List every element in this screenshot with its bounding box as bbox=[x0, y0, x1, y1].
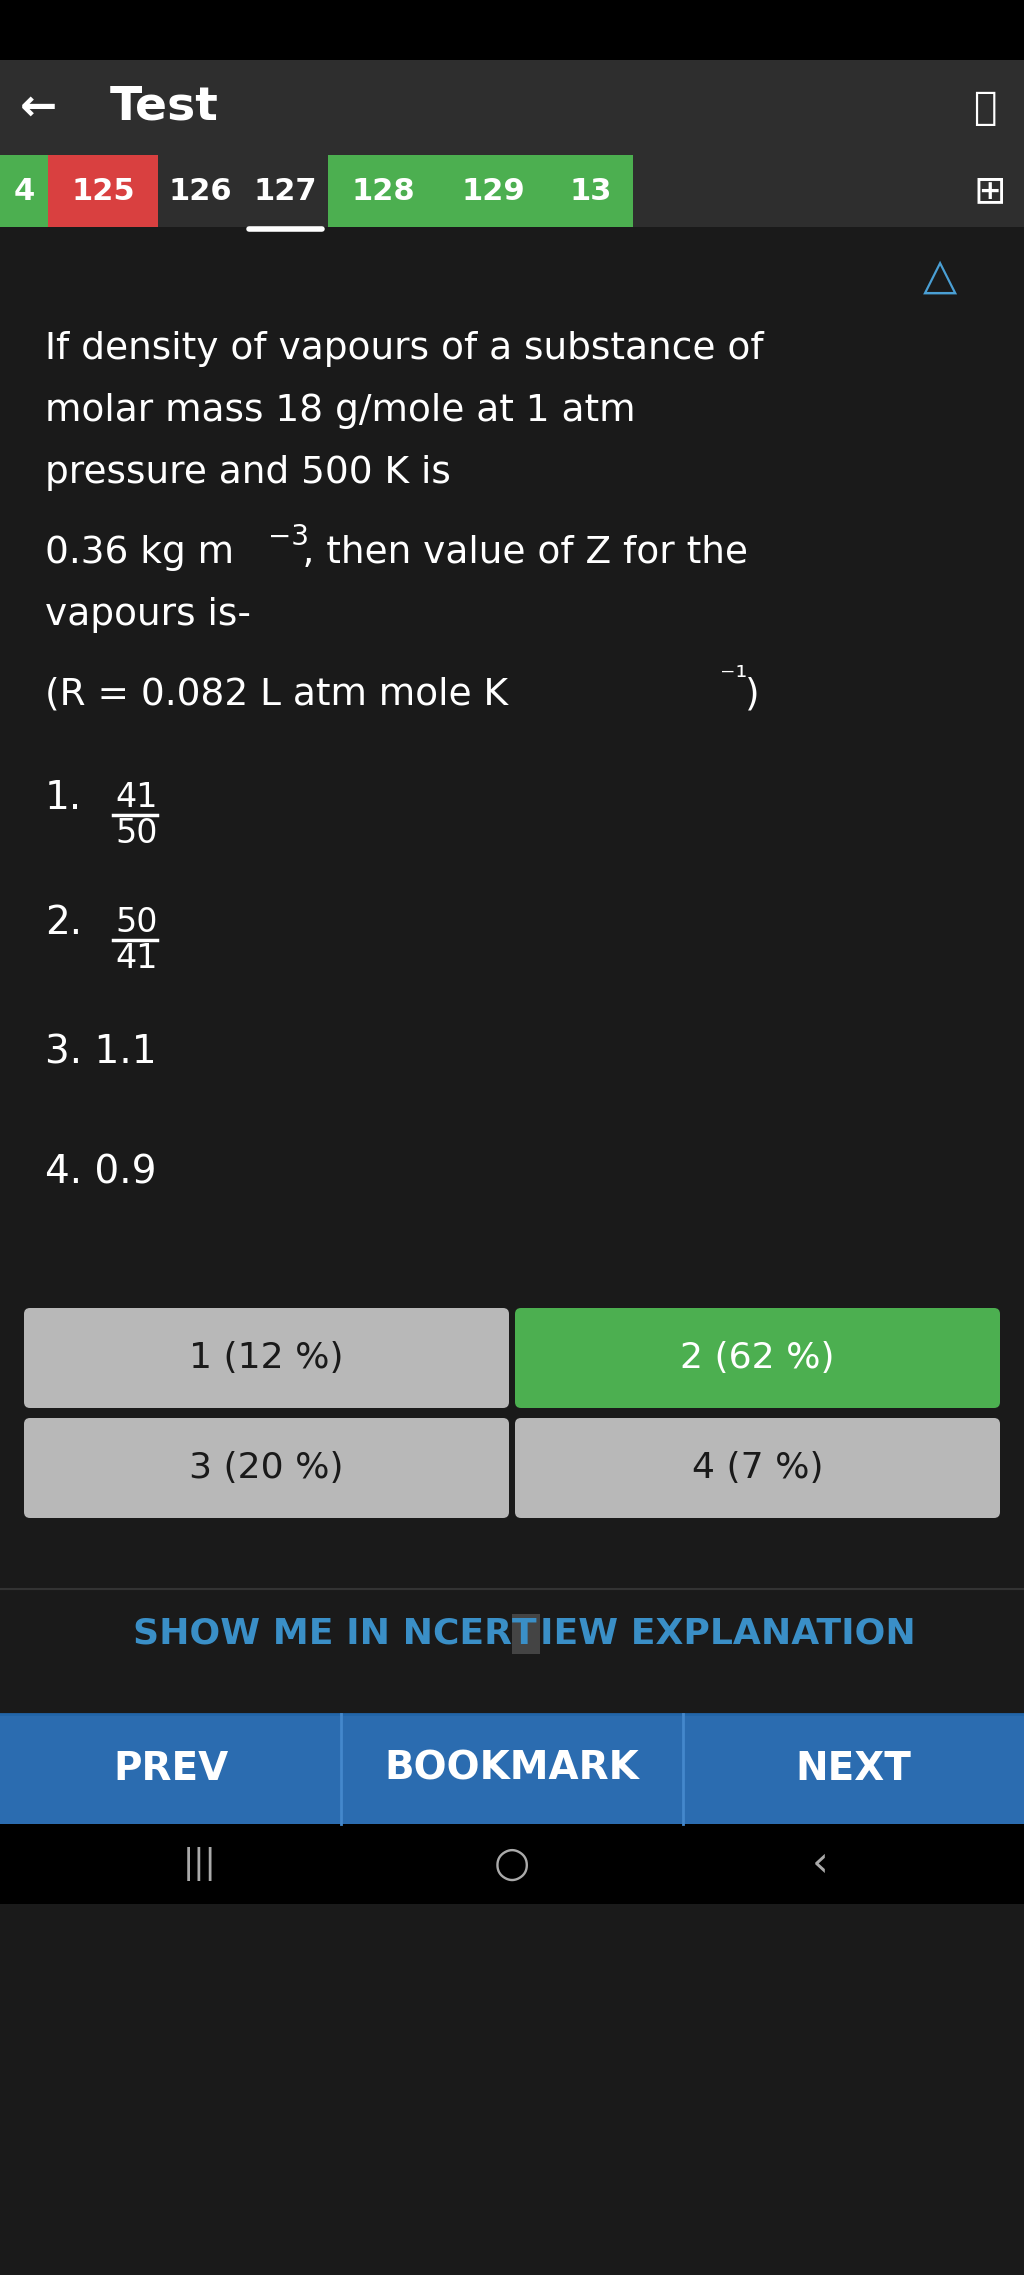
FancyBboxPatch shape bbox=[243, 155, 328, 228]
Text: Test: Test bbox=[110, 84, 219, 130]
Text: 126: 126 bbox=[169, 177, 232, 205]
Text: 125: 125 bbox=[72, 177, 135, 205]
FancyBboxPatch shape bbox=[515, 1417, 1000, 1517]
Text: NEXT: NEXT bbox=[796, 1749, 911, 1788]
FancyBboxPatch shape bbox=[24, 1417, 509, 1517]
Text: 50: 50 bbox=[115, 817, 158, 851]
FancyBboxPatch shape bbox=[0, 1825, 1024, 1904]
Text: 127: 127 bbox=[254, 177, 317, 205]
FancyBboxPatch shape bbox=[0, 0, 1024, 59]
Text: 129: 129 bbox=[461, 177, 525, 205]
Text: IEW EXPLANATION: IEW EXPLANATION bbox=[540, 1618, 915, 1652]
Text: −3: −3 bbox=[268, 523, 309, 551]
FancyBboxPatch shape bbox=[48, 155, 158, 228]
FancyBboxPatch shape bbox=[512, 1613, 540, 1654]
Text: 2 (62 %): 2 (62 %) bbox=[680, 1340, 835, 1374]
Text: 41: 41 bbox=[115, 780, 158, 814]
Text: 1.: 1. bbox=[45, 778, 82, 817]
Text: △: △ bbox=[923, 255, 957, 298]
Text: molar mass 18 g/mole at 1 atm: molar mass 18 g/mole at 1 atm bbox=[45, 394, 636, 430]
Text: BOOKMARK: BOOKMARK bbox=[385, 1749, 639, 1788]
Text: ←: ← bbox=[19, 86, 56, 130]
FancyBboxPatch shape bbox=[0, 59, 1024, 155]
FancyBboxPatch shape bbox=[0, 155, 1024, 228]
Text: PREV: PREV bbox=[113, 1749, 228, 1788]
Text: pressure and 500 K is: pressure and 500 K is bbox=[45, 455, 451, 491]
FancyBboxPatch shape bbox=[0, 232, 1024, 2275]
Text: ‹: ‹ bbox=[812, 1843, 828, 1886]
Text: , then value of Z for the: , then value of Z for the bbox=[295, 535, 748, 571]
Text: 128: 128 bbox=[351, 177, 415, 205]
Text: ): ) bbox=[745, 678, 760, 712]
Text: SHOW ME IN NCER: SHOW ME IN NCER bbox=[133, 1618, 512, 1652]
Text: 2.: 2. bbox=[45, 903, 82, 942]
Text: 50: 50 bbox=[115, 905, 158, 940]
Text: ⊞: ⊞ bbox=[974, 173, 1007, 209]
Text: ○: ○ bbox=[494, 1843, 530, 1886]
FancyBboxPatch shape bbox=[515, 1308, 1000, 1408]
Text: 4. 0.9: 4. 0.9 bbox=[45, 1153, 157, 1192]
Text: (R = 0.082 L atm mole K: (R = 0.082 L atm mole K bbox=[45, 678, 508, 712]
FancyBboxPatch shape bbox=[24, 1308, 509, 1408]
FancyBboxPatch shape bbox=[438, 155, 548, 228]
Text: vapours is-: vapours is- bbox=[45, 596, 251, 632]
Text: 🗎: 🗎 bbox=[974, 89, 996, 127]
Text: T: T bbox=[512, 1618, 537, 1652]
FancyBboxPatch shape bbox=[328, 155, 438, 228]
Text: If density of vapours of a substance of: If density of vapours of a substance of bbox=[45, 330, 764, 366]
Text: 3. 1.1: 3. 1.1 bbox=[45, 1035, 157, 1072]
Text: ⁻¹: ⁻¹ bbox=[720, 664, 748, 694]
Text: 1 (12 %): 1 (12 %) bbox=[189, 1340, 344, 1374]
FancyBboxPatch shape bbox=[548, 155, 633, 228]
FancyBboxPatch shape bbox=[0, 155, 48, 228]
Text: 13: 13 bbox=[569, 177, 611, 205]
Text: 41: 41 bbox=[115, 942, 158, 976]
Text: 0.36 kg m: 0.36 kg m bbox=[45, 535, 234, 571]
Text: 4 (7 %): 4 (7 %) bbox=[692, 1451, 823, 1486]
Text: 4: 4 bbox=[13, 177, 35, 205]
FancyBboxPatch shape bbox=[0, 1713, 1024, 1825]
Text: |||: ||| bbox=[183, 1847, 217, 1881]
FancyBboxPatch shape bbox=[158, 155, 243, 228]
Text: 3 (20 %): 3 (20 %) bbox=[189, 1451, 344, 1486]
